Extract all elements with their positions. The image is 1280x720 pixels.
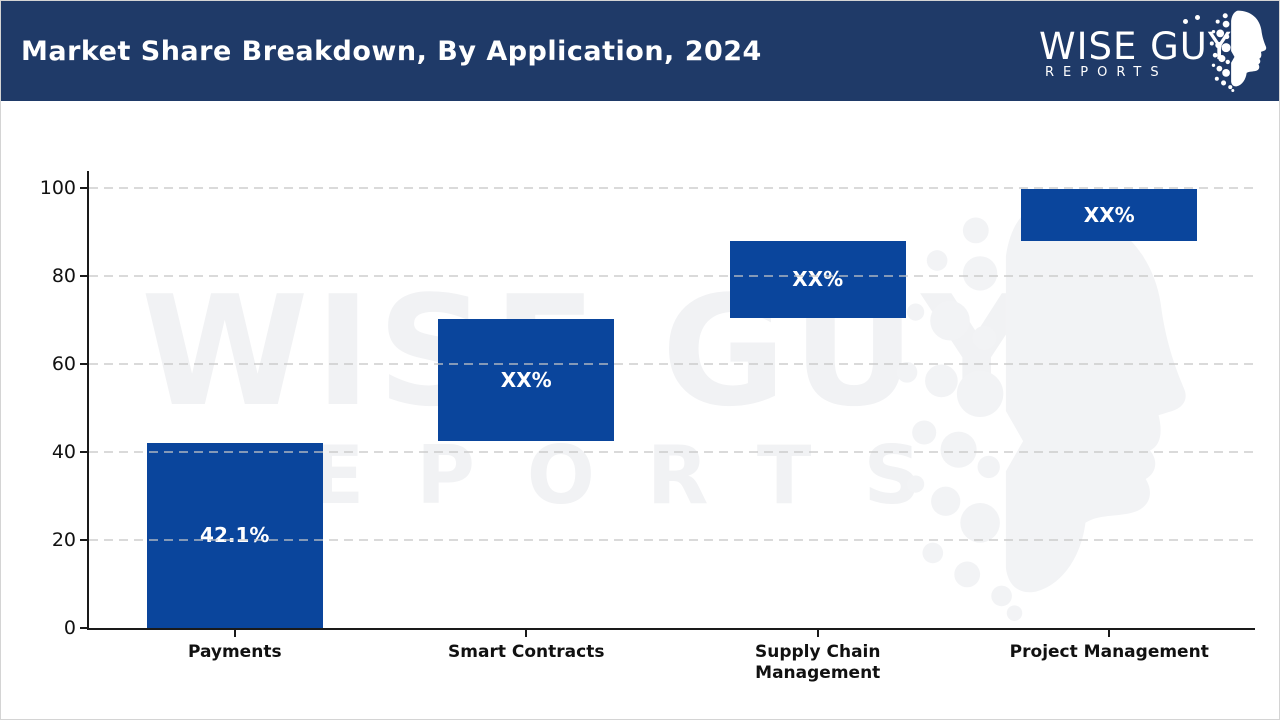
brand-logo: WISE GUY REPORTS	[1017, 7, 1267, 95]
gridline	[89, 539, 1255, 541]
x-category-label: Smart Contracts	[448, 642, 605, 662]
x-axis-tick	[525, 630, 528, 637]
gridline	[89, 363, 1255, 365]
brand-head-logo-icon	[1207, 9, 1267, 93]
bar-value-label: XX%	[792, 267, 844, 292]
x-category-label: Supply Chain Management	[755, 642, 881, 683]
bar-supply-chain-management: XX%	[729, 240, 906, 318]
y-tick-label: 60	[51, 353, 76, 375]
header-bar: Market Share Breakdown, By Application, …	[1, 1, 1279, 101]
bar-value-label: XX%	[500, 368, 552, 393]
x-axis-line	[87, 628, 1255, 630]
y-tick-label: 0	[63, 617, 76, 639]
y-axis-tick	[80, 187, 87, 189]
brand-wordmark: WISE GUY	[1039, 25, 1232, 68]
bar-payments: 42.1%	[146, 442, 323, 628]
x-axis-tick	[233, 630, 236, 637]
y-axis-tick	[80, 627, 87, 629]
bar-project-management: XX%	[1021, 188, 1198, 241]
x-axis-tick	[1108, 630, 1111, 637]
x-axis-tick	[816, 630, 819, 637]
gridline	[89, 187, 1255, 189]
y-axis-tick	[80, 451, 87, 453]
watermark-head-logo-icon	[881, 196, 1191, 626]
y-tick-label: 40	[51, 441, 76, 463]
logo-dot	[1195, 15, 1200, 20]
logo-dot	[1183, 19, 1188, 24]
y-axis-line	[87, 171, 89, 630]
x-category-label: Project Management	[1009, 642, 1209, 662]
y-axis-tick	[80, 275, 87, 277]
gridline	[89, 451, 1255, 453]
y-tick-label: 100	[39, 177, 76, 199]
y-tick-label: 20	[51, 529, 76, 551]
bar-value-label: XX%	[1083, 202, 1135, 227]
bar-smart-contracts: XX%	[438, 319, 615, 441]
y-tick-label: 80	[51, 265, 76, 287]
bar-value-label: 42.1%	[200, 523, 270, 548]
gridline	[89, 275, 1255, 277]
page-title: Market Share Breakdown, By Application, …	[21, 35, 762, 67]
y-axis-tick	[80, 539, 87, 541]
x-category-label: Payments	[187, 642, 282, 662]
brand-subtitle: REPORTS	[1045, 65, 1168, 80]
y-axis-tick	[80, 363, 87, 365]
